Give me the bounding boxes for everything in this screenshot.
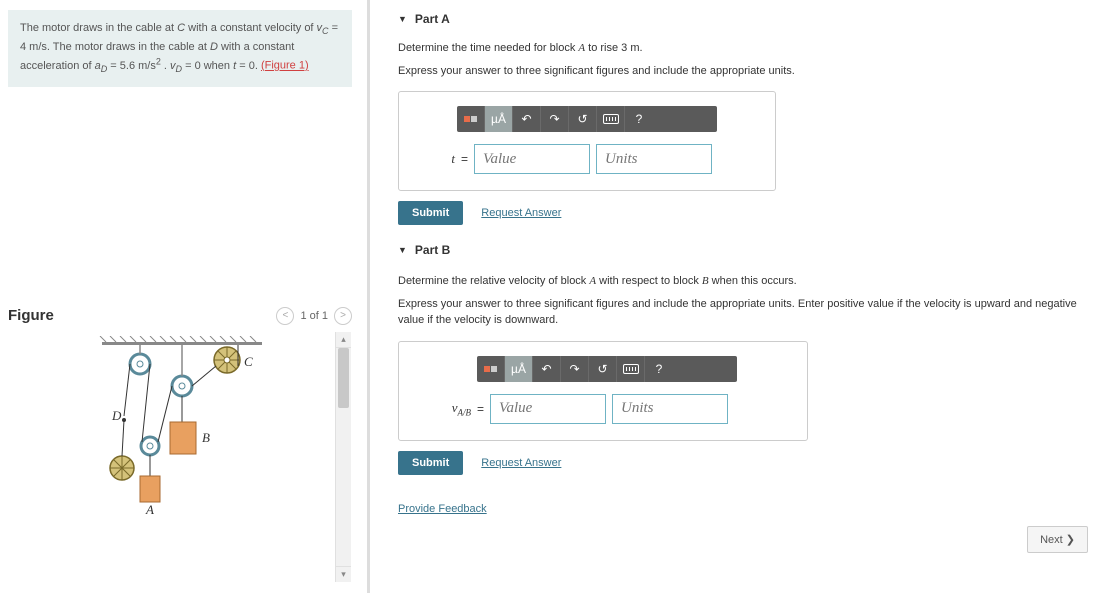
keyboard-icon xyxy=(623,364,639,374)
special-chars-button[interactable]: µÅ xyxy=(505,356,533,382)
part-a-var-label: t xyxy=(417,151,455,167)
reset-button[interactable]: ↺ xyxy=(569,106,597,132)
part-b-submit-button[interactable]: Submit xyxy=(398,451,463,475)
figure-title: Figure xyxy=(8,307,54,324)
help-button[interactable]: ? xyxy=(645,356,673,382)
part-b-answer-card: µÅ ↶ ↷ ↺ ? vA/B = xyxy=(398,341,808,441)
equals-sign: = xyxy=(461,152,468,166)
part-a-submit-row: Submit Request Answer xyxy=(398,201,1088,225)
part-b-units-input[interactable] xyxy=(612,394,728,424)
label-a: A xyxy=(145,502,154,516)
special-chars-button[interactable]: µÅ xyxy=(485,106,513,132)
scroll-thumb[interactable] xyxy=(338,348,349,408)
figure-scrollbar[interactable]: ▴ ▾ xyxy=(335,332,351,582)
templates-icon[interactable] xyxy=(457,106,485,132)
redo-button[interactable]: ↷ xyxy=(561,356,589,382)
part-b-request-answer-link[interactable]: Request Answer xyxy=(481,457,561,469)
part-a-request-answer-link[interactable]: Request Answer xyxy=(481,207,561,219)
templates-icon[interactable] xyxy=(477,356,505,382)
part-a-units-input[interactable] xyxy=(596,144,712,174)
part-a-toolbar: µÅ ↶ ↷ ↺ ? xyxy=(457,106,717,132)
part-a-answer-card: µÅ ↶ ↷ ↺ ? t = xyxy=(398,91,776,191)
label-c: C xyxy=(244,354,253,369)
keyboard-button[interactable] xyxy=(597,106,625,132)
label-d: D xyxy=(111,408,122,423)
keyboard-button[interactable] xyxy=(617,356,645,382)
equals-sign: = xyxy=(477,402,484,416)
part-b-value-input[interactable] xyxy=(490,394,606,424)
redo-button[interactable]: ↷ xyxy=(541,106,569,132)
next-button[interactable]: Next ❯ xyxy=(1027,526,1088,553)
figure-pager: < 1 of 1 > xyxy=(276,307,352,325)
figure-area: C D xyxy=(8,331,352,583)
figure-svg: C D xyxy=(9,332,335,582)
figure-next-button[interactable]: > xyxy=(334,307,352,325)
part-a-header[interactable]: ▼ Part A xyxy=(398,12,1088,26)
problem-statement: The motor draws in the cable at C with a… xyxy=(8,10,352,87)
undo-button[interactable]: ↶ xyxy=(533,356,561,382)
scroll-down-icon[interactable]: ▾ xyxy=(336,566,351,582)
part-a-prompt1: Determine the time needed for block A to… xyxy=(398,40,1088,57)
part-b-var-label: vA/B xyxy=(417,400,471,418)
provide-feedback-link[interactable]: Provide Feedback xyxy=(398,503,487,515)
part-a-prompt2: Express your answer to three significant… xyxy=(398,63,1088,80)
figure-prev-button[interactable]: < xyxy=(276,307,294,325)
figure-pager-text: 1 of 1 xyxy=(300,310,328,322)
figure-header: Figure < 1 of 1 > xyxy=(8,307,352,325)
part-b-title: Part B xyxy=(415,243,450,257)
help-button[interactable]: ? xyxy=(625,106,653,132)
part-b-submit-row: Submit Request Answer xyxy=(398,451,1088,475)
part-a-title: Part A xyxy=(415,12,450,26)
part-a-submit-button[interactable]: Submit xyxy=(398,201,463,225)
figure-link[interactable]: (Figure 1) xyxy=(261,60,309,72)
undo-button[interactable]: ↶ xyxy=(513,106,541,132)
part-b-toolbar: µÅ ↶ ↷ ↺ ? xyxy=(477,356,737,382)
part-b-prompt2: Express your answer to three significant… xyxy=(398,296,1088,329)
part-a-answer-row: t = xyxy=(417,144,757,174)
label-b: B xyxy=(202,430,210,445)
part-b-prompt1: Determine the relative velocity of block… xyxy=(398,273,1088,290)
scroll-up-icon[interactable]: ▴ xyxy=(336,332,351,348)
caret-down-icon: ▼ xyxy=(398,245,407,255)
keyboard-icon xyxy=(603,114,619,124)
part-a-value-input[interactable] xyxy=(474,144,590,174)
right-panel: ▼ Part A Determine the time needed for b… xyxy=(370,0,1104,593)
part-b-header[interactable]: ▼ Part B xyxy=(398,243,1088,257)
part-b-answer-row: vA/B = xyxy=(417,394,789,424)
caret-down-icon: ▼ xyxy=(398,14,407,24)
reset-button[interactable]: ↺ xyxy=(589,356,617,382)
left-panel: The motor draws in the cable at C with a… xyxy=(0,0,370,593)
